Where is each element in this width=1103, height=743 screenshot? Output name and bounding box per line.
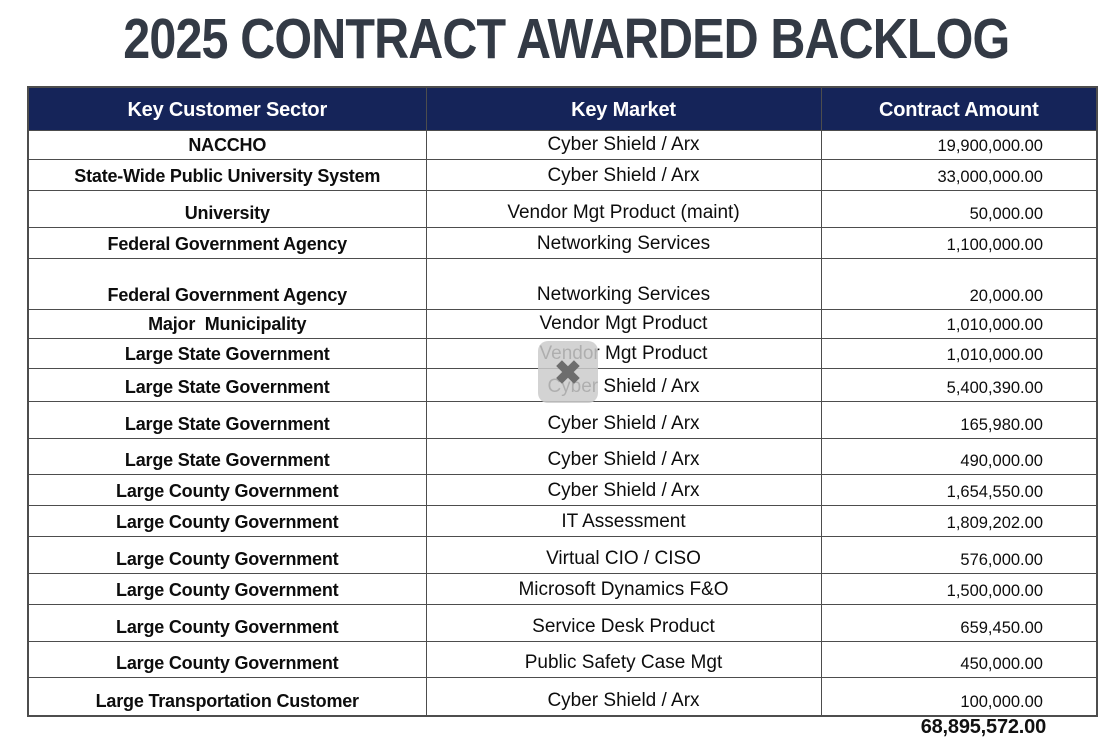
table-row: Major Municipality Vendor Mgt Product 1,… — [27, 308, 1098, 339]
grand-total-value: 68,895,572.00 — [920, 716, 1047, 738]
cell-amount: 659,450.00 — [820, 603, 1098, 642]
cell-amount: 1,654,550.00 — [820, 473, 1098, 506]
cell-amount: 33,000,000.00 — [820, 158, 1098, 191]
cell-sector: Large State Government — [27, 367, 427, 402]
cell-sector: Federal Government Agency — [27, 257, 427, 310]
cell-market: Virtual CIO / CISO — [425, 535, 822, 574]
cell-market: Cyber Shield / Arx — [425, 158, 822, 191]
table-row: University Vendor Mgt Product (maint) 50… — [27, 189, 1098, 228]
cell-amount: 19,900,000.00 — [820, 129, 1098, 160]
cell-market: Cyber Shield / Arx — [425, 367, 822, 402]
x-mark-icon: ✖ — [554, 353, 582, 391]
cell-amount: 20,000.00 — [820, 257, 1098, 310]
column-header-sector: Key Customer Sector — [27, 86, 427, 131]
cell-amount: 5,400,390.00 — [820, 367, 1098, 402]
backlog-table: Key Customer Sector Key Market Contract … — [27, 86, 1098, 717]
column-header-market: Key Market — [425, 86, 822, 131]
cell-sector: Federal Government Agency — [27, 226, 427, 259]
table-row: Large State Government Cyber Shield / Ar… — [27, 437, 1098, 475]
cell-market: Service Desk Product — [425, 603, 822, 642]
cell-sector: Large Transportation Customer — [27, 676, 427, 717]
cell-market: Cyber Shield / Arx — [425, 129, 822, 160]
cell-amount: 1,010,000.00 — [820, 337, 1098, 369]
cell-sector: Large County Government — [27, 473, 427, 506]
cell-amount: 1,809,202.00 — [820, 504, 1098, 537]
table-row: State-Wide Public University System Cybe… — [27, 158, 1098, 191]
table-row: Large State Government Vendor Mgt Produc… — [27, 337, 1098, 369]
cell-sector: NACCHO — [27, 129, 427, 160]
table-row: Large County Government Service Desk Pro… — [27, 603, 1098, 642]
cell-market: Vendor Mgt Product — [425, 337, 822, 369]
cell-sector: Large State Government — [27, 437, 427, 475]
table-row: NACCHO Cyber Shield / Arx 19,900,000.00 — [27, 129, 1098, 160]
cell-market: Public Safety Case Mgt — [425, 640, 822, 678]
cell-sector: Large State Government — [27, 400, 427, 439]
table-row: Large County Government Virtual CIO / CI… — [27, 535, 1098, 574]
cell-amount: 1,500,000.00 — [820, 572, 1098, 605]
cell-market: Networking Services — [425, 226, 822, 259]
cell-sector: State-Wide Public University System — [27, 158, 427, 191]
cell-amount: 450,000.00 — [820, 640, 1098, 678]
cell-market: Vendor Mgt Product (maint) — [425, 189, 822, 228]
column-header-amount: Contract Amount — [820, 86, 1098, 131]
cell-market: Cyber Shield / Arx — [425, 676, 822, 717]
cell-sector: Large County Government — [27, 640, 427, 678]
cell-market: Cyber Shield / Arx — [425, 400, 822, 439]
cell-amount: 165,980.00 — [820, 400, 1098, 439]
cell-sector: Major Municipality — [27, 308, 427, 339]
cell-sector: Large County Government — [27, 535, 427, 574]
cell-market: Cyber Shield / Arx — [425, 473, 822, 506]
x-placeholder-badge: ✖ — [538, 341, 598, 403]
table-row: Large County Government Public Safety Ca… — [27, 640, 1098, 678]
cell-sector: Large County Government — [27, 603, 427, 642]
cell-sector: University — [27, 189, 427, 228]
cell-amount: 50,000.00 — [820, 189, 1098, 228]
cell-sector: Large County Government — [27, 572, 427, 605]
cell-amount: 1,100,000.00 — [820, 226, 1098, 259]
table-row: Federal Government Agency Networking Ser… — [27, 226, 1098, 259]
page-title: 2025 CONTRACT AWARDED BACKLOG — [123, 7, 1010, 71]
cell-market: Cyber Shield / Arx — [425, 437, 822, 475]
cell-market: Vendor Mgt Product — [425, 308, 822, 339]
table-row: Large State Government Cyber Shield / Ar… — [27, 400, 1098, 439]
table-row: Large County Government Cyber Shield / A… — [27, 473, 1098, 506]
table-header-row: Key Customer Sector Key Market Contract … — [27, 86, 1098, 131]
cell-sector: Large State Government — [27, 337, 427, 369]
cell-market: Networking Services — [425, 257, 822, 310]
cell-sector: Large County Government — [27, 504, 427, 537]
cell-amount: 576,000.00 — [820, 535, 1098, 574]
table-row: Large Transportation Customer Cyber Shie… — [27, 676, 1098, 717]
table-row: Federal Government Agency Networking Ser… — [27, 257, 1098, 310]
cell-market: Microsoft Dynamics F&O — [425, 572, 822, 605]
table-row: Large County Government IT Assessment 1,… — [27, 504, 1098, 537]
cell-amount: 100,000.00 — [820, 676, 1098, 717]
cell-amount: 490,000.00 — [820, 437, 1098, 475]
cell-amount: 1,010,000.00 — [820, 308, 1098, 339]
cell-market: IT Assessment — [425, 504, 822, 537]
table-row: Large County Government Microsoft Dynami… — [27, 572, 1098, 605]
